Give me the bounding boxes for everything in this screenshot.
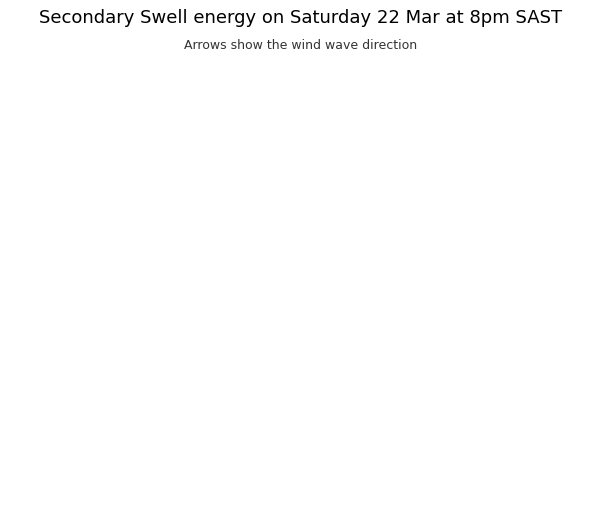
Text: Secondary Swell energy on Saturday 22 Mar at 8pm SAST: Secondary Swell energy on Saturday 22 Ma… [39,9,562,27]
Text: Arrows show the wind wave direction: Arrows show the wind wave direction [184,39,417,52]
Text: cartopy required: cartopy required [243,278,358,292]
